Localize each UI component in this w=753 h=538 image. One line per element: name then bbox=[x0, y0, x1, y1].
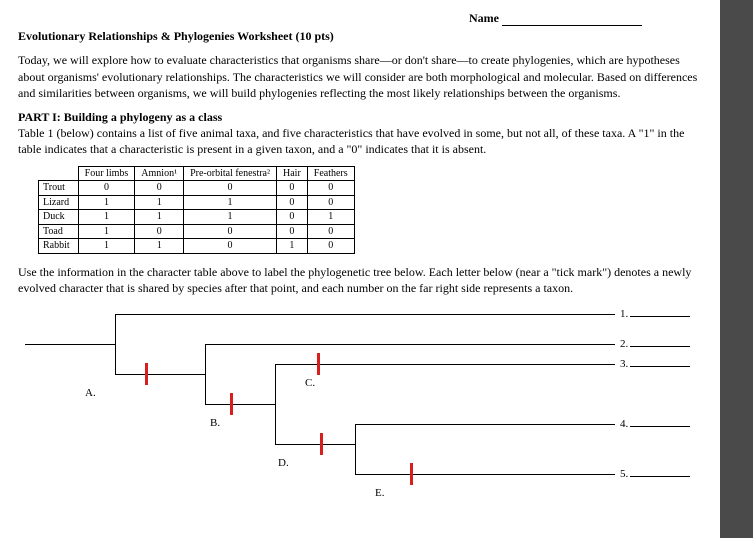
tree-branch bbox=[275, 444, 355, 445]
blank-cell bbox=[39, 166, 79, 181]
cell: 0 bbox=[78, 181, 135, 196]
table-header-row: Four limbs Amnion¹ Pre-orbital fenestra²… bbox=[39, 166, 355, 181]
part1-text: Table 1 (below) contains a list of five … bbox=[18, 125, 702, 157]
tick-mark-d bbox=[320, 433, 323, 455]
col-header: Pre-orbital fenestra² bbox=[184, 166, 277, 181]
taxon-line[interactable] bbox=[630, 426, 690, 427]
part1-heading: PART I: Building a phylogeny as a class bbox=[18, 109, 702, 125]
cell: 1 bbox=[78, 195, 135, 210]
label-5: 5. bbox=[620, 467, 628, 482]
tick-mark-e bbox=[410, 463, 413, 485]
tick-mark-c bbox=[317, 353, 320, 375]
tree-branch bbox=[115, 374, 205, 375]
tree-branch bbox=[205, 404, 275, 405]
taxon-line[interactable] bbox=[630, 346, 690, 347]
col-header: Amnion¹ bbox=[135, 166, 184, 181]
name-label: Name bbox=[469, 10, 499, 26]
tick-mark-a bbox=[145, 363, 148, 385]
phylogenetic-tree: A. B. C. D. E. 1. 2. 3. 4. 5. bbox=[25, 304, 695, 504]
cell: 1 bbox=[184, 195, 277, 210]
label-e: E. bbox=[375, 486, 384, 501]
table-row: Duck11101 bbox=[39, 210, 355, 225]
tree-branch bbox=[115, 314, 615, 315]
tick-mark-b bbox=[230, 393, 233, 415]
cell: 1 bbox=[135, 210, 184, 225]
row-name: Rabbit bbox=[39, 239, 79, 254]
cell: 1 bbox=[78, 224, 135, 239]
cell: 1 bbox=[135, 239, 184, 254]
cell: 0 bbox=[277, 181, 308, 196]
label-3: 3. bbox=[620, 357, 628, 372]
label-b: B. bbox=[210, 416, 220, 431]
tree-branch bbox=[275, 364, 276, 444]
cell: 0 bbox=[135, 181, 184, 196]
cell: 0 bbox=[277, 210, 308, 225]
tree-branch bbox=[205, 344, 206, 404]
cell: 0 bbox=[307, 239, 354, 254]
worksheet-page: Name Evolutionary Relationships & Phylog… bbox=[0, 0, 720, 538]
col-header: Four limbs bbox=[78, 166, 135, 181]
cell: 0 bbox=[307, 195, 354, 210]
name-row: Name bbox=[18, 10, 702, 26]
col-header: Feathers bbox=[307, 166, 354, 181]
cell: 1 bbox=[307, 210, 354, 225]
taxon-line[interactable] bbox=[630, 476, 690, 477]
cell: 1 bbox=[135, 195, 184, 210]
label-c: C. bbox=[305, 376, 315, 391]
label-4: 4. bbox=[620, 417, 628, 432]
tree-branch bbox=[205, 344, 615, 345]
table-row: Toad10000 bbox=[39, 224, 355, 239]
taxon-line[interactable] bbox=[630, 316, 690, 317]
tree-branch bbox=[355, 424, 615, 425]
cell: 1 bbox=[78, 210, 135, 225]
tree-branch bbox=[25, 344, 115, 345]
character-table: Four limbs Amnion¹ Pre-orbital fenestra²… bbox=[38, 166, 355, 254]
label-d: D. bbox=[278, 456, 289, 471]
cell: 0 bbox=[184, 224, 277, 239]
cell: 1 bbox=[78, 239, 135, 254]
cell: 0 bbox=[184, 239, 277, 254]
tree-instructions: Use the information in the character tab… bbox=[18, 264, 702, 296]
tree-branch bbox=[115, 314, 116, 374]
cell: 0 bbox=[184, 181, 277, 196]
intro-paragraph: Today, we will explore how to evaluate c… bbox=[18, 52, 702, 101]
cell: 0 bbox=[277, 224, 308, 239]
tree-branch bbox=[355, 424, 356, 474]
table-row: Trout00000 bbox=[39, 181, 355, 196]
worksheet-title: Evolutionary Relationships & Phylogenies… bbox=[18, 28, 702, 44]
cell: 0 bbox=[277, 195, 308, 210]
label-a: A. bbox=[85, 386, 96, 401]
cell: 0 bbox=[135, 224, 184, 239]
name-input-line[interactable] bbox=[502, 14, 642, 26]
row-name: Trout bbox=[39, 181, 79, 196]
cell: 0 bbox=[307, 181, 354, 196]
taxon-line[interactable] bbox=[630, 366, 690, 367]
table-row: Lizard11100 bbox=[39, 195, 355, 210]
cell: 1 bbox=[277, 239, 308, 254]
table-row: Rabbit11010 bbox=[39, 239, 355, 254]
tree-branch bbox=[275, 364, 615, 365]
row-name: Lizard bbox=[39, 195, 79, 210]
label-2: 2. bbox=[620, 337, 628, 352]
tree-branch bbox=[355, 474, 615, 475]
label-1: 1. bbox=[620, 307, 628, 322]
row-name: Toad bbox=[39, 224, 79, 239]
cell: 1 bbox=[184, 210, 277, 225]
row-name: Duck bbox=[39, 210, 79, 225]
col-header: Hair bbox=[277, 166, 308, 181]
cell: 0 bbox=[307, 224, 354, 239]
